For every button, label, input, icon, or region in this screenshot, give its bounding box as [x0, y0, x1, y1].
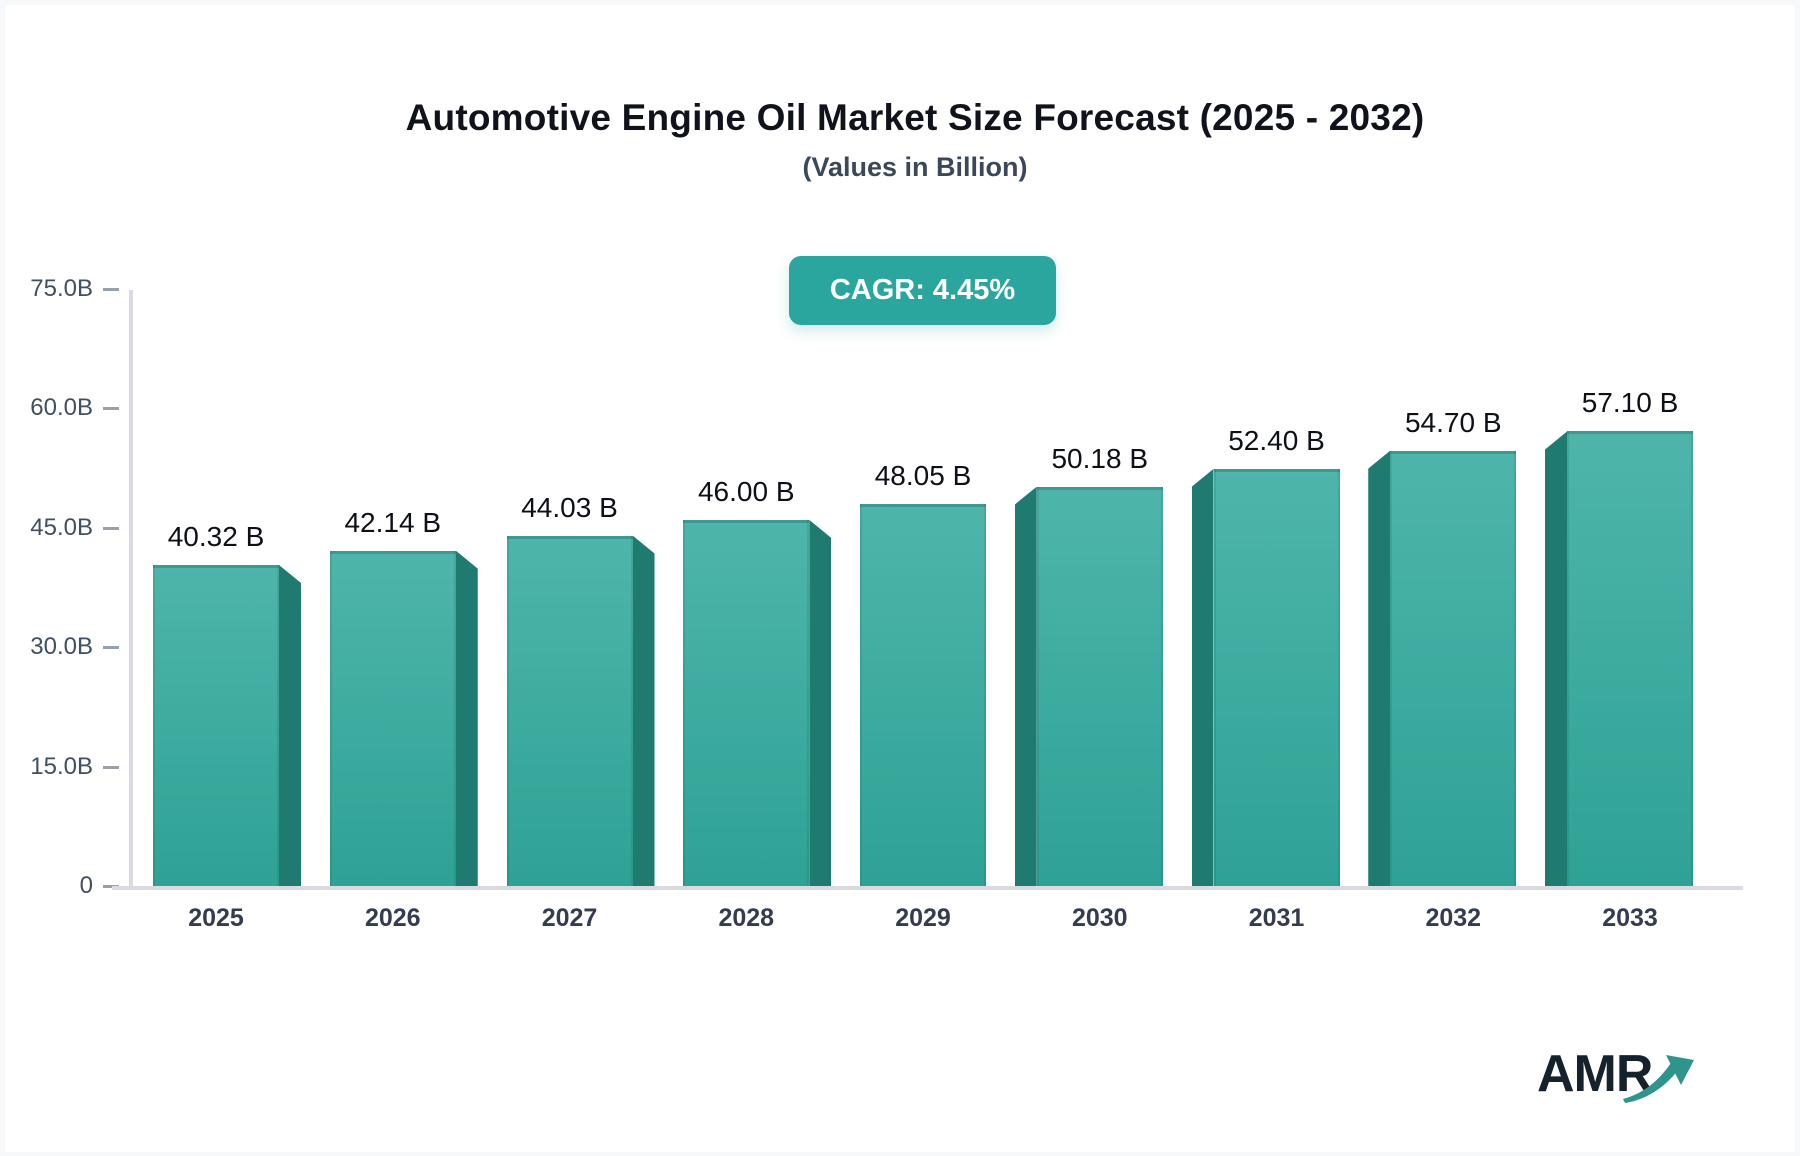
x-category-2033: 2033 [1602, 904, 1658, 932]
amr-logo: AMR [1537, 1045, 1694, 1103]
amr-logo-arrowhead-icon [1666, 1055, 1694, 1085]
y-tick-label-15.0B: 15.0B [30, 752, 93, 780]
bar-value-2033: 57.10 B [1581, 387, 1679, 419]
bar-2026[interactable] [329, 550, 456, 886]
bar-side-2027 [632, 535, 655, 886]
bar-side-2025 [279, 565, 301, 886]
bar-side-2028 [809, 519, 832, 886]
y-tick-60.0B [103, 407, 119, 411]
bar-value-2031: 52.40 B [1228, 424, 1325, 456]
bar-value-2026: 42.14 B [344, 506, 442, 538]
y-tick-45.0B [103, 526, 119, 530]
chart-card: Automotive Engine Oil Market Size Foreca… [5, 5, 1795, 1152]
y-tick-label-30.0B: 30.0B [30, 633, 93, 661]
y-tick-30.0B [103, 646, 119, 650]
bar-side-2031 [1191, 468, 1214, 886]
y-tick-label-45.0B: 45.0B [30, 513, 93, 541]
cagr-badge-label: CAGR: 4.45% [829, 274, 1016, 306]
chart-subtitle: (Values in Billion) [802, 152, 1028, 182]
bar-value-2030: 50.18 B [1051, 442, 1149, 474]
x-category-2027: 2027 [541, 904, 598, 932]
y-tick-label-0: 0 [79, 872, 93, 899]
amr-logo-text: AMR [1537, 1045, 1653, 1103]
bar-value-2027: 44.03 B [521, 491, 618, 523]
bar-side-2030 [1014, 486, 1037, 886]
x-category-2032: 2032 [1425, 904, 1482, 932]
bar-value-2029: 48.05 B [874, 459, 972, 491]
x-category-2029: 2029 [895, 904, 951, 932]
bar-side-2026 [455, 550, 478, 886]
x-axis-line [112, 886, 1743, 890]
x-category-2031: 2031 [1248, 904, 1305, 932]
y-tick-label-60.0B: 60.0B [30, 394, 93, 422]
chart-title: Automotive Engine Oil Market Size Foreca… [405, 97, 1425, 138]
x-category-2025: 2025 [188, 904, 244, 932]
y-tick-0 [103, 885, 119, 888]
chart-plot: 75.0B 60.0B 45.0B 30.0B 15.0B 0 40.32 B 2025 42.… [5, 5, 1795, 1152]
x-category-2028: 2028 [718, 904, 775, 932]
bar-2029[interactable] [860, 503, 986, 886]
bar-value-2032: 54.70 B [1404, 406, 1502, 438]
x-category-2026: 2026 [364, 904, 421, 932]
bar-2032[interactable] [1390, 450, 1517, 886]
y-tick-75.0B [103, 288, 119, 291]
bar-value-2028: 46.00 B [697, 475, 795, 507]
bar-2031[interactable] [1213, 468, 1340, 886]
bar-2025[interactable] [153, 565, 279, 886]
y-tick-15.0B [103, 765, 119, 769]
bar-2027[interactable] [506, 535, 633, 886]
bar-side-2032 [1368, 450, 1391, 886]
x-category-2030: 2030 [1071, 904, 1128, 932]
amr-logo-swoosh-icon [1623, 1063, 1679, 1103]
cagr-badge: CAGR: 4.45% [789, 256, 1056, 325]
bar-value-2025: 40.32 B [167, 521, 265, 553]
y-axis-line [129, 290, 133, 887]
bar-2033[interactable] [1567, 431, 1693, 886]
bar-side-2033 [1545, 431, 1567, 886]
y-tick-label-75.0B: 75.0B [30, 275, 93, 302]
bar-2030[interactable] [1036, 486, 1163, 886]
bar-2028[interactable] [683, 519, 810, 886]
